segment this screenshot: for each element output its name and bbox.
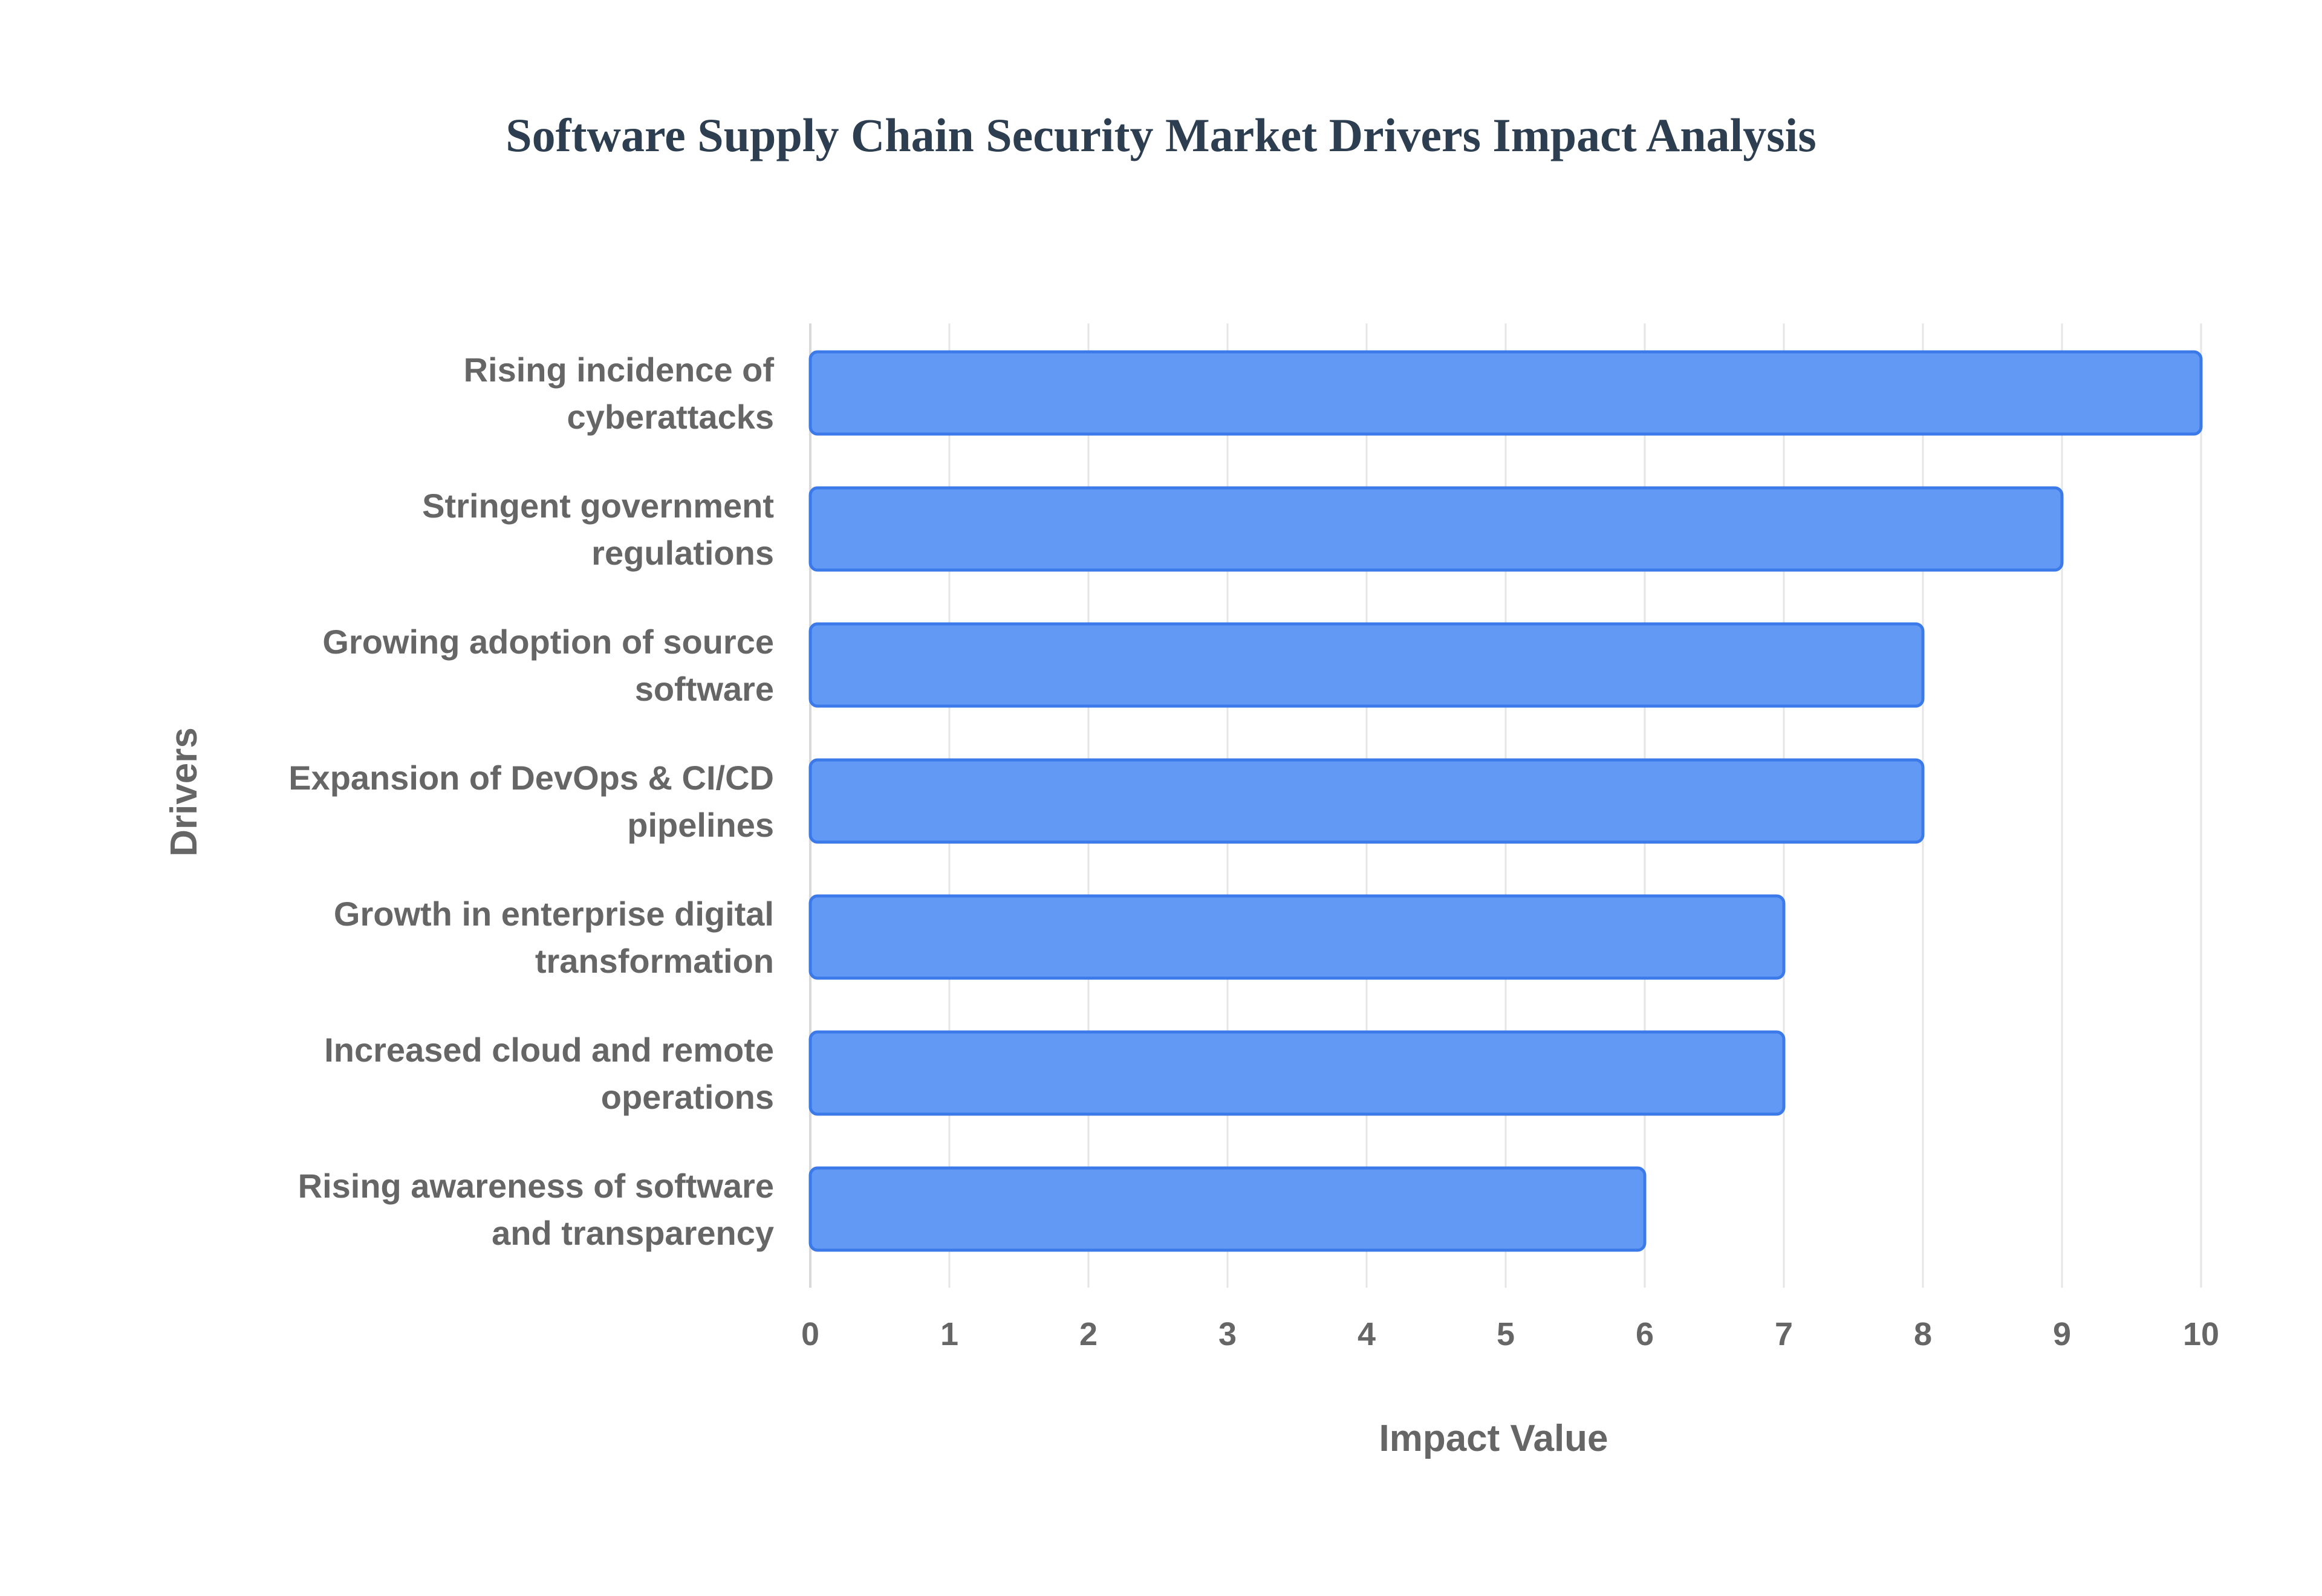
category-label-line: Rising incidence of xyxy=(464,351,775,389)
x-tick-label: 10 xyxy=(2183,1316,2219,1352)
x-axis-title: Impact Value xyxy=(1379,1418,1608,1459)
x-tick-label: 0 xyxy=(801,1316,819,1352)
category-label: Rising incidence of cyberattacks xyxy=(464,351,775,436)
category-labels: Rising incidence of cyberattacks Stringent… xyxy=(288,351,774,1252)
bar xyxy=(808,1030,1786,1116)
category-label: Expansion of DevOps & CI/CD pipelines xyxy=(288,759,774,844)
chart-title: Software Supply Chain Security Market Dr… xyxy=(506,109,1816,161)
x-tick-labels: 0 1 2 3 4 5 6 7 8 9 10 xyxy=(801,1316,2219,1352)
category-label-line: Growing adoption of source xyxy=(322,623,774,661)
category-label-line: regulations xyxy=(591,534,774,572)
category-label-line: and transparency xyxy=(492,1214,774,1252)
x-tick-label: 4 xyxy=(1358,1316,1376,1352)
x-tick-label: 2 xyxy=(1079,1316,1098,1352)
x-tick-label: 1 xyxy=(940,1316,958,1352)
bar xyxy=(808,1166,1647,1252)
x-tick-label: 8 xyxy=(1914,1316,1932,1352)
category-label-line: pipelines xyxy=(627,806,774,844)
x-tick-label: 9 xyxy=(2053,1316,2071,1352)
category-label-line: Growth in enterprise digital xyxy=(334,895,774,933)
bars xyxy=(808,350,2203,1252)
bar xyxy=(808,894,1786,980)
category-label-line: cyberattacks xyxy=(567,398,774,436)
category-label-line: Rising awareness of software xyxy=(298,1167,774,1205)
category-label-line: software xyxy=(635,670,774,708)
x-tick-label: 6 xyxy=(1636,1316,1654,1352)
bar xyxy=(808,758,1925,844)
bar xyxy=(808,486,2064,572)
category-label: Stringent government regulations xyxy=(422,487,774,572)
category-label-line: Expansion of DevOps & CI/CD xyxy=(288,759,774,797)
y-axis-title: Drivers xyxy=(163,727,205,857)
x-tick-label: 3 xyxy=(1218,1316,1237,1352)
category-label-line: operations xyxy=(601,1078,774,1116)
bar xyxy=(808,350,2203,436)
category-label: Growth in enterprise digital transformati… xyxy=(334,895,774,980)
category-label-line: transformation xyxy=(535,942,774,980)
category-label-line: Stringent government xyxy=(422,487,774,525)
category-label: Increased cloud and remote operations xyxy=(324,1031,774,1116)
x-tick-label: 7 xyxy=(1775,1316,1793,1352)
category-label: Growing adoption of source software xyxy=(322,623,774,708)
bar xyxy=(808,622,1925,708)
category-label-line: Increased cloud and remote xyxy=(324,1031,774,1069)
category-label: Rising awareness of software and transpar… xyxy=(298,1167,774,1252)
x-tick-label: 5 xyxy=(1497,1316,1515,1352)
